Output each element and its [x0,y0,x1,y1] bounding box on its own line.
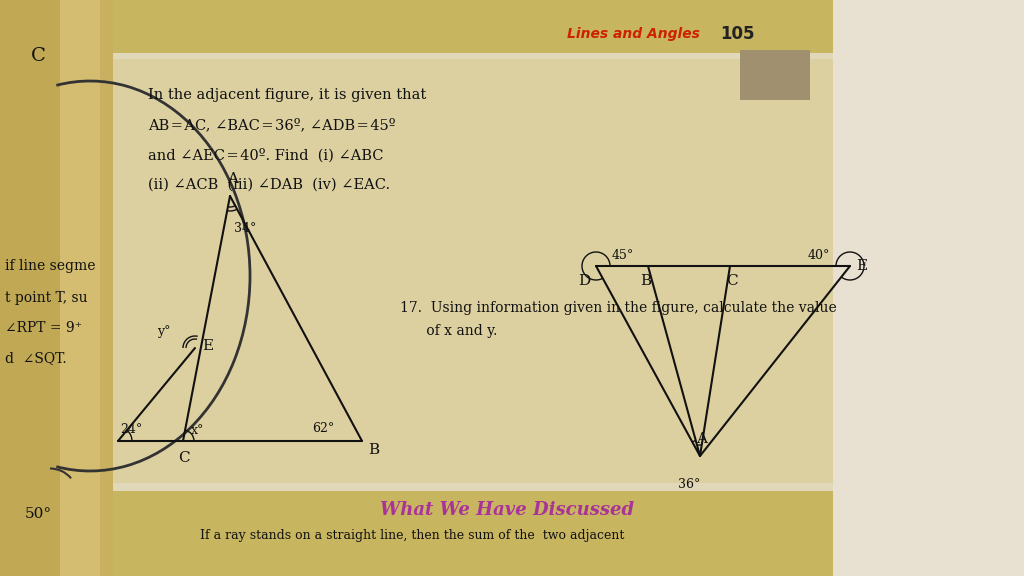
Text: C: C [178,451,189,465]
Text: What We Have Discussed: What We Have Discussed [380,501,634,519]
Text: x°: x° [191,424,205,437]
Bar [833,0,1024,576]
Text: 24°: 24° [120,423,142,436]
Bar [113,483,833,491]
Bar [100,0,120,576]
Text: AB = AC, ∠BAC = 36º, ∠ADB = 45º: AB = AC, ∠BAC = 36º, ∠ADB = 45º [148,118,395,132]
Text: D: D [578,274,590,288]
Text: 34°: 34° [234,222,256,235]
Bar [113,488,833,576]
Text: 62°: 62° [312,422,334,435]
Text: ∠RPT = 9⁺: ∠RPT = 9⁺ [5,321,82,335]
Text: In the adjacent figure, it is given that: In the adjacent figure, it is given that [148,88,426,102]
Text: (ii) ∠ACB  (iii) ∠DAB  (iv) ∠EAC.: (ii) ∠ACB (iii) ∠DAB (iv) ∠EAC. [148,178,390,192]
Text: Lines and Angles: Lines and Angles [567,27,700,41]
Text: 45°: 45° [612,249,634,262]
Text: of x and y.: of x and y. [400,324,498,338]
Text: A: A [227,172,239,186]
Text: C: C [31,47,45,65]
Bar [113,0,833,56]
Text: If a ray stands on a straight line, then the sum of the  two adjacent: If a ray stands on a straight line, then… [200,529,625,543]
Text: if line segme: if line segme [5,259,95,273]
Text: 17.  Using information given in the figure, calculate the value: 17. Using information given in the figur… [400,301,837,315]
Text: 40°: 40° [808,249,830,262]
Text: y°: y° [158,325,171,338]
Bar [113,53,833,59]
Text: t point T, su: t point T, su [5,291,88,305]
Text: C: C [726,274,738,288]
Text: B: B [640,274,651,288]
Text: E: E [202,339,213,353]
Bar [60,0,115,576]
Bar [855,0,1024,576]
Text: B: B [368,443,379,457]
Text: E: E [856,259,867,273]
Text: A: A [696,432,708,446]
Bar [740,50,810,100]
Bar [113,56,833,546]
Text: 105: 105 [720,25,755,43]
Text: 50°: 50° [25,507,51,521]
Text: d  ∠SQT.: d ∠SQT. [5,351,67,365]
Bar [0,0,108,576]
Text: 36°: 36° [678,478,700,491]
Text: and ∠AEC = 40º. Find  (i) ∠ABC: and ∠AEC = 40º. Find (i) ∠ABC [148,148,384,162]
